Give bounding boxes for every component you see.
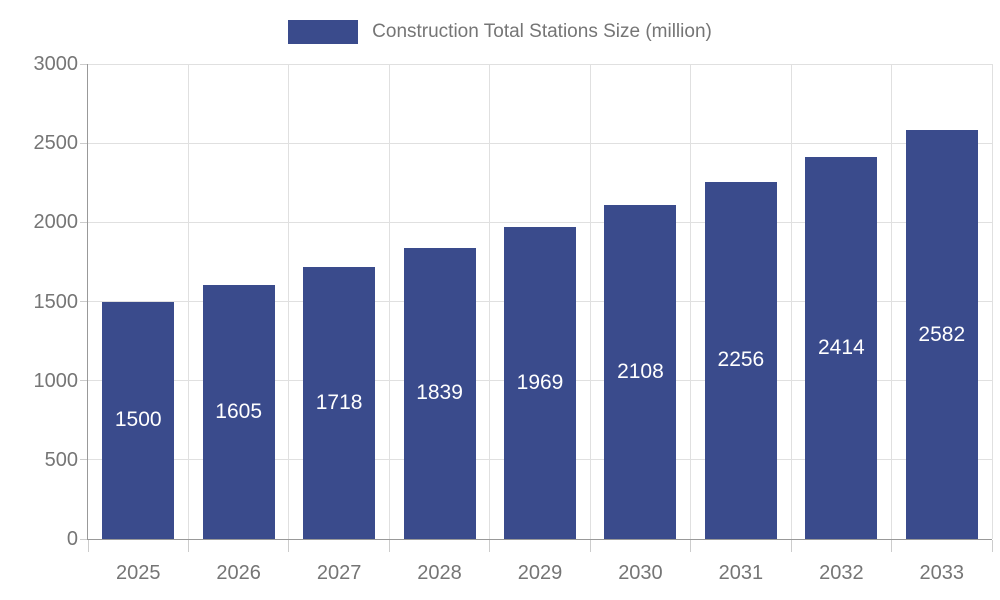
bar[interactable]: 2414 [805,156,878,539]
gridline-vertical [187,64,189,539]
gridline-horizontal [88,63,992,65]
gridline-vertical [489,64,491,539]
y-axis-line [87,64,88,540]
gridline-vertical [288,64,290,539]
bar-value-label: 2582 [918,322,966,346]
bar-value-label: 2108 [617,360,664,384]
bar-value-label: 1605 [215,399,263,423]
gridline-vertical [690,64,692,539]
bar[interactable]: 2108 [604,205,677,539]
y-axis-tick [80,380,88,382]
y-tick-label: 1500 [33,290,79,313]
x-tick-label: 2026 [216,562,261,584]
x-tick-label: 2028 [417,562,462,584]
y-axis-tick [80,301,88,302]
bar[interactable]: 1718 [303,266,376,539]
y-tick-label: 2000 [33,211,79,234]
x-axis-tick [891,540,893,552]
x-axis-tick [489,540,491,552]
x-tick-label: 2027 [316,562,362,584]
bar-value-label: 1718 [315,390,363,414]
y-axis-tick [80,63,88,65]
bar[interactable]: 1969 [504,227,576,539]
bar-value-label: 1500 [114,408,162,432]
bar-value-label: 1839 [416,381,463,405]
x-tick-label: 2032 [819,562,864,584]
y-axis-tick [80,221,88,223]
x-tick-label: 2031 [718,562,764,584]
gridline-horizontal [88,142,992,144]
x-axis-tick [589,540,591,552]
bar[interactable]: 2582 [905,130,978,539]
bar[interactable]: 1500 [102,301,175,539]
gridline-vertical [388,64,390,539]
bar-value-label: 1969 [516,371,564,395]
legend[interactable]: Construction Total Stations Size (millio… [0,16,1000,48]
bar[interactable]: 1839 [403,247,476,539]
bar-value-label: 2414 [817,335,865,359]
x-axis-tick [790,540,792,552]
x-axis-line [87,539,992,540]
y-axis-tick [80,538,88,540]
legend-swatch [288,20,359,44]
y-tick-label: 3000 [33,53,79,75]
gridline-vertical [790,64,792,539]
x-axis-tick [187,540,189,552]
x-tick-label: 2029 [517,562,563,584]
y-tick-label: 1000 [33,369,79,392]
x-axis-tick [288,540,290,552]
x-axis-tick [87,540,89,552]
legend-label: Construction Total Stations Size (millio… [372,21,712,42]
bar[interactable]: 1605 [202,284,275,539]
bar[interactable]: 2256 [704,181,777,539]
gridline-vertical [891,64,893,539]
y-tick-label: 0 [66,528,78,550]
x-tick-label: 2030 [618,562,663,584]
bar-value-label: 2256 [717,348,765,372]
y-tick-label: 500 [44,448,78,471]
gridline-horizontal [88,221,992,223]
x-axis-tick [991,540,993,552]
x-axis-tick [690,540,692,552]
x-tick-label: 2033 [919,562,965,584]
y-axis-tick [80,142,88,144]
y-tick-label: 2500 [33,132,79,155]
gridline-vertical [589,64,591,539]
x-axis-tick [388,540,390,552]
y-axis-tick [80,459,88,461]
x-tick-label: 2025 [115,562,161,584]
gridline-vertical [991,64,993,539]
